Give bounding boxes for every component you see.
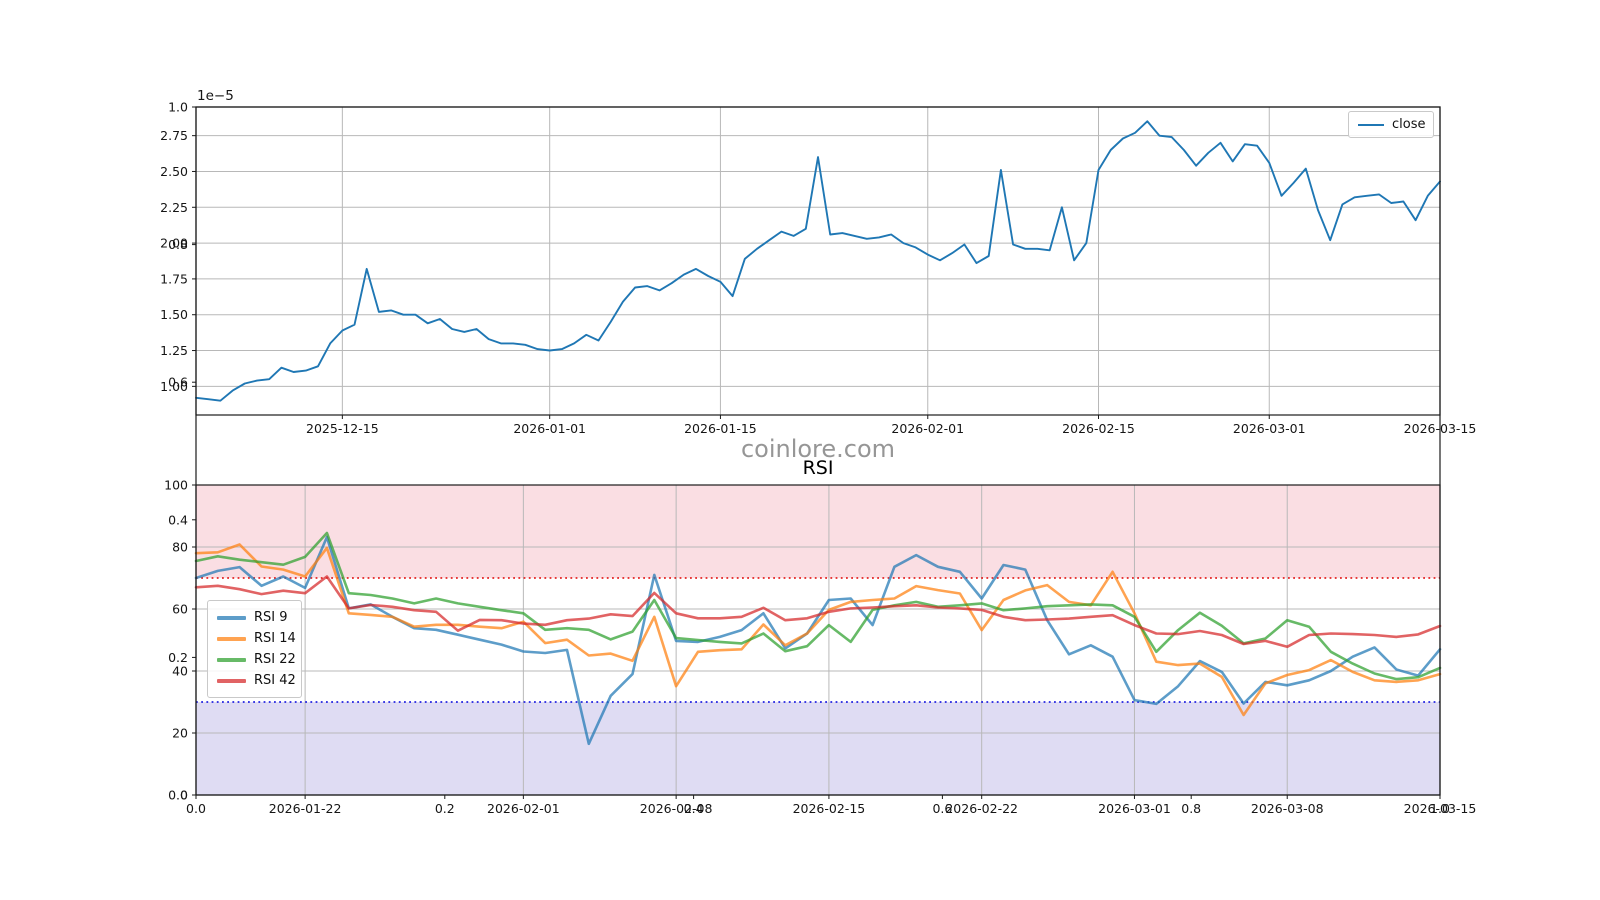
rsi14-legend-label: RSI 14 <box>254 631 296 646</box>
rsi14-line-sample <box>217 636 246 641</box>
x-tick-label: 2026-02-15 <box>1062 421 1135 436</box>
rsi42-line-sample <box>217 678 246 683</box>
overlay-x-tick-label: 1.0 <box>1430 801 1450 816</box>
x-tick-label: 2026-02-22 <box>945 801 1018 816</box>
close-legend-label: close <box>1392 117 1426 132</box>
top-y-axis-offset-label: 1e−5 <box>197 88 234 104</box>
rsi9-legend-label: RSI 9 <box>254 610 288 625</box>
x-tick-label: 2026-01-01 <box>513 421 586 436</box>
rsi-legend-item: RSI 9 <box>217 608 301 627</box>
oversold-zone <box>196 702 1440 795</box>
y-tick-label: 1.50 <box>160 307 188 322</box>
x-tick-label: 2026-03-01 <box>1233 421 1306 436</box>
series-line-close <box>195 120 1441 402</box>
close-line-sample <box>1358 123 1384 126</box>
x-tick-label: 2026-02-01 <box>487 801 560 816</box>
y-tick-label: 20 <box>172 726 188 741</box>
y-tick-label: 60 <box>172 602 188 617</box>
rsi-section-title: RSI <box>802 457 834 479</box>
rsi42-legend-label: RSI 42 <box>254 673 296 688</box>
overlay-axes-spines <box>195 106 1441 796</box>
rsi-legend-item: RSI 14 <box>217 629 301 648</box>
rsi22-line-sample <box>217 657 246 662</box>
overlay-x-tick-label: 0.8 <box>1181 801 1201 816</box>
overlay-y-tick-label: 0.6 <box>168 375 188 390</box>
y-tick-label: 2.25 <box>160 200 188 215</box>
y-tick-label: 40 <box>172 664 188 679</box>
x-tick-label: 2026-02-01 <box>891 421 964 436</box>
overlay-y-tick-label: 1.0 <box>168 100 188 115</box>
watermark-text: coinlore.com <box>740 435 896 463</box>
rsi-legend-item: RSI 42 <box>217 671 301 690</box>
overbought-zone <box>196 485 1440 578</box>
y-tick-label: 1.75 <box>160 271 188 286</box>
x-tick-label: 2025-12-15 <box>306 421 379 436</box>
y-tick-label: 100 <box>164 478 188 493</box>
y-tick-label: 2.75 <box>160 128 188 143</box>
overlay-y-tick-label: 0.4 <box>168 512 188 527</box>
overlay-y-tick-label: 0.2 <box>168 650 188 665</box>
x-tick-label: 2026-03-15 <box>1404 801 1477 816</box>
x-tick-label: 2026-02-08 <box>640 801 713 816</box>
close-legend: close <box>1348 111 1434 138</box>
y-tick-label: 2.50 <box>160 164 188 179</box>
overlay-y-tick-label: 0.8 <box>168 237 188 252</box>
x-tick-label: 2026-01-22 <box>269 801 342 816</box>
series-line-rsi14 <box>194 543 1442 717</box>
rsi9-line-sample <box>217 615 246 620</box>
y-tick-label: 80 <box>172 540 188 555</box>
overlay-x-tick-label: 0.2 <box>435 801 455 816</box>
axes-spines <box>195 106 1441 416</box>
series-line-rsi42 <box>194 575 1442 649</box>
overlay-y-tick-label: 0.0 <box>168 788 188 803</box>
overlay-x-tick-label: 0.4 <box>684 801 704 816</box>
rsi22-legend-label: RSI 22 <box>254 652 296 667</box>
y-tick-label: 2.00 <box>160 236 188 251</box>
y-tick-label: 1.00 <box>160 379 188 394</box>
rsi-legend: RSI 9 RSI 14 RSI 22 RSI 42 <box>207 600 302 698</box>
series-line-rsi22 <box>194 531 1442 681</box>
x-tick-label: 2026-01-15 <box>684 421 757 436</box>
rsi-legend-item: RSI 22 <box>217 650 301 669</box>
x-tick-label: 2026-03-01 <box>1098 801 1171 816</box>
y-tick-label: 0 <box>180 788 188 803</box>
overlay-x-tick-label: 0.6 <box>932 801 952 816</box>
overlay-x-tick-label: 0.0 <box>186 801 206 816</box>
x-tick-label: 2026-02-15 <box>793 801 866 816</box>
x-tick-label: 2026-03-08 <box>1251 801 1324 816</box>
y-tick-label: 1.25 <box>160 343 188 358</box>
